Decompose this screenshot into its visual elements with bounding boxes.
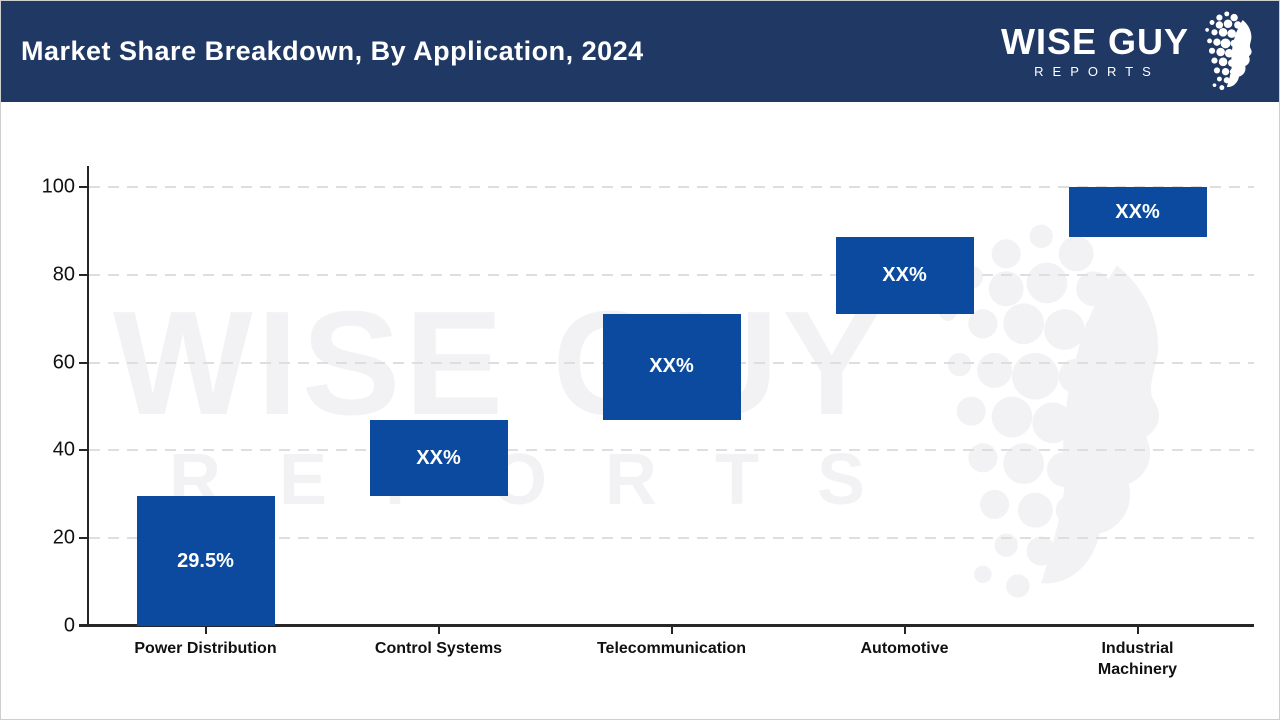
- brand-logo-text: WISE GUY REPORTS: [1000, 21, 1189, 80]
- y-tick-mark: [79, 186, 87, 188]
- x-tick-mark: [903, 627, 906, 634]
- gridline-y40: [89, 449, 1254, 452]
- x-tick-mark: [670, 627, 673, 634]
- brand-name: WISE GUY: [1000, 21, 1189, 62]
- y-tick-label: 0: [63, 614, 75, 637]
- x-tick-mark: [1136, 627, 1139, 634]
- y-tick-mark: [79, 625, 87, 627]
- x-category-label: Telecommunication: [596, 640, 747, 657]
- gridline-y100: [89, 186, 1254, 188]
- bar-value-label: XX%: [1115, 200, 1160, 223]
- y-tick-label: 100: [41, 175, 75, 198]
- y-tick-mark: [79, 449, 87, 452]
- bar-telecommunication: XX%: [602, 314, 741, 420]
- brand-logo: WISE GUY REPORTS: [1001, 9, 1279, 95]
- bar-power-distribution: 29.5%: [136, 496, 275, 626]
- watermark-text-line2: REPORTS: [169, 440, 924, 520]
- x-tick-mark: [437, 627, 440, 634]
- x-category-label: Power Distribution: [134, 640, 277, 657]
- gridline-y20: [89, 537, 1254, 540]
- bar-control-systems: XX%: [369, 419, 508, 497]
- bar-automotive: XX%: [835, 237, 974, 315]
- page-title: Market Share Breakdown, By Application, …: [21, 36, 644, 66]
- x-tick-mark: [204, 627, 207, 634]
- x-category-label: Automotive: [860, 640, 949, 657]
- y-tick-mark: [79, 273, 87, 276]
- bar-value-label: XX%: [882, 264, 927, 287]
- y-tick-label: 60: [52, 351, 75, 374]
- bar-value-label: XX%: [649, 355, 694, 378]
- bar-value-label: XX%: [416, 446, 461, 469]
- brand-subname: REPORTS: [1034, 64, 1160, 79]
- bar-industrial-machinery: XX%: [1068, 187, 1207, 238]
- y-axis-line: [87, 166, 89, 627]
- bar-value-label: 29.5%: [177, 549, 234, 572]
- gridline-y80: [89, 273, 1254, 276]
- header-bar: Market Share Breakdown, By Application, …: [1, 1, 1279, 102]
- x-category-label: Industrial Machinery: [1097, 640, 1178, 678]
- y-tick-label: 80: [52, 263, 75, 286]
- y-tick-label: 40: [52, 438, 75, 461]
- y-tick-label: 20: [52, 526, 75, 549]
- x-axis-line: [79, 624, 1254, 627]
- y-tick-mark: [79, 537, 87, 540]
- x-category-label: Control Systems: [374, 640, 503, 657]
- y-tick-mark: [79, 361, 87, 364]
